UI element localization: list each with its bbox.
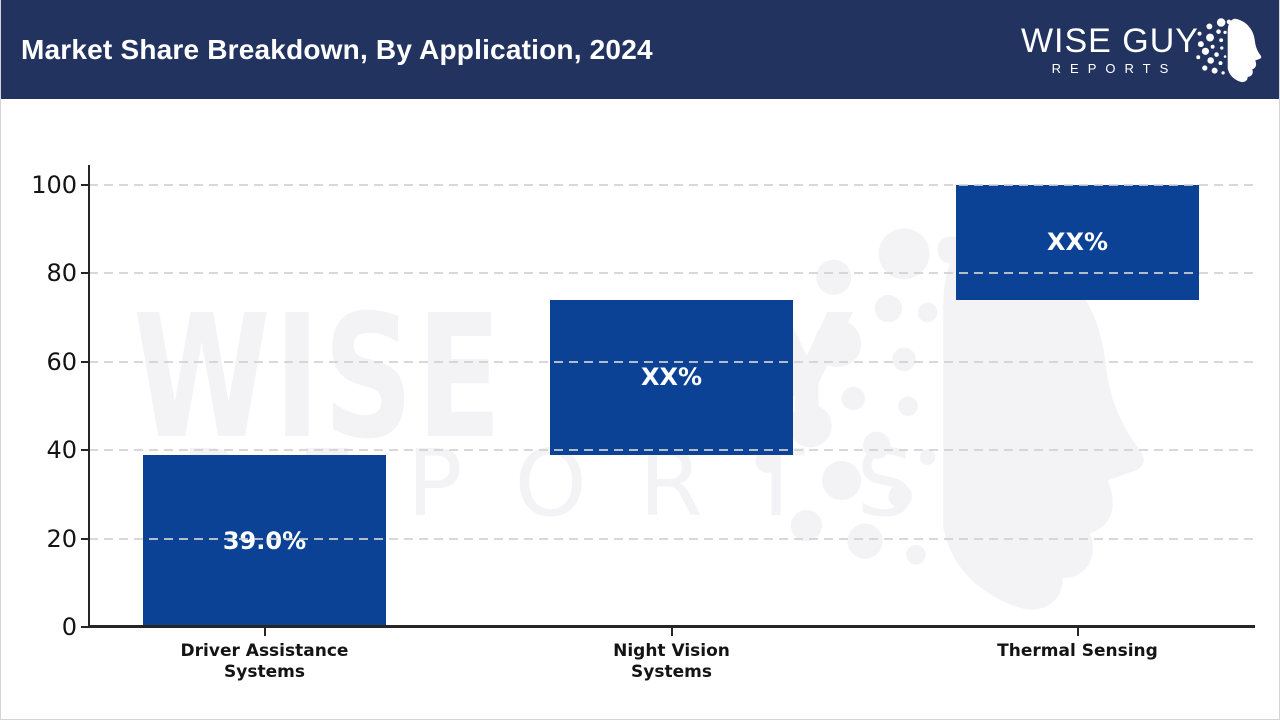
x-axis-line: [88, 625, 1255, 628]
y-tick-40: [81, 449, 89, 452]
gridline-100: [89, 184, 1254, 186]
y-tick-60: [81, 360, 89, 363]
x-tick-2: [670, 628, 673, 636]
brand-subtitle: REPORTS: [1051, 61, 1178, 76]
bar-value-label: 39.0%: [222, 526, 307, 555]
x-tick-3: [1076, 628, 1079, 636]
x-category-label: Thermal Sensing: [997, 641, 1158, 661]
y-tick-label: 40: [46, 436, 77, 465]
gridline-20: [89, 537, 1254, 540]
brand-logo: WISE GUY REPORTS: [1021, 17, 1265, 83]
gridline-60: [89, 360, 1254, 363]
bar-value-label: XX%: [640, 363, 703, 392]
y-tick-80: [81, 272, 89, 275]
x-tick-1: [263, 628, 266, 636]
y-axis-line: [88, 165, 90, 628]
header-bar: Market Share Breakdown, By Application, …: [1, 0, 1279, 99]
gridline-40: [89, 449, 1254, 452]
y-tick-label: 100: [31, 171, 77, 199]
brand-head-icon: [1193, 17, 1265, 83]
x-category-label: Driver Assistance Systems: [180, 641, 349, 682]
brand-logo-text: WISE GUY REPORTS: [1021, 23, 1199, 76]
y-tick-100: [81, 184, 89, 186]
y-tick-label: 0: [61, 613, 77, 641]
bar-1: [143, 454, 386, 627]
x-category-label: Night Vision Systems: [613, 641, 730, 682]
gridline-80: [89, 272, 1254, 275]
brand-name: WISE GUY: [1020, 22, 1199, 60]
bar-2: [550, 299, 793, 455]
y-tick-label: 20: [46, 524, 77, 553]
y-tick-0: [81, 626, 89, 628]
y-tick-label: 80: [46, 259, 77, 288]
y-tick-20: [81, 537, 89, 540]
page-title: Market Share Breakdown, By Application, …: [21, 33, 653, 65]
y-tick-label: 60: [46, 347, 77, 376]
